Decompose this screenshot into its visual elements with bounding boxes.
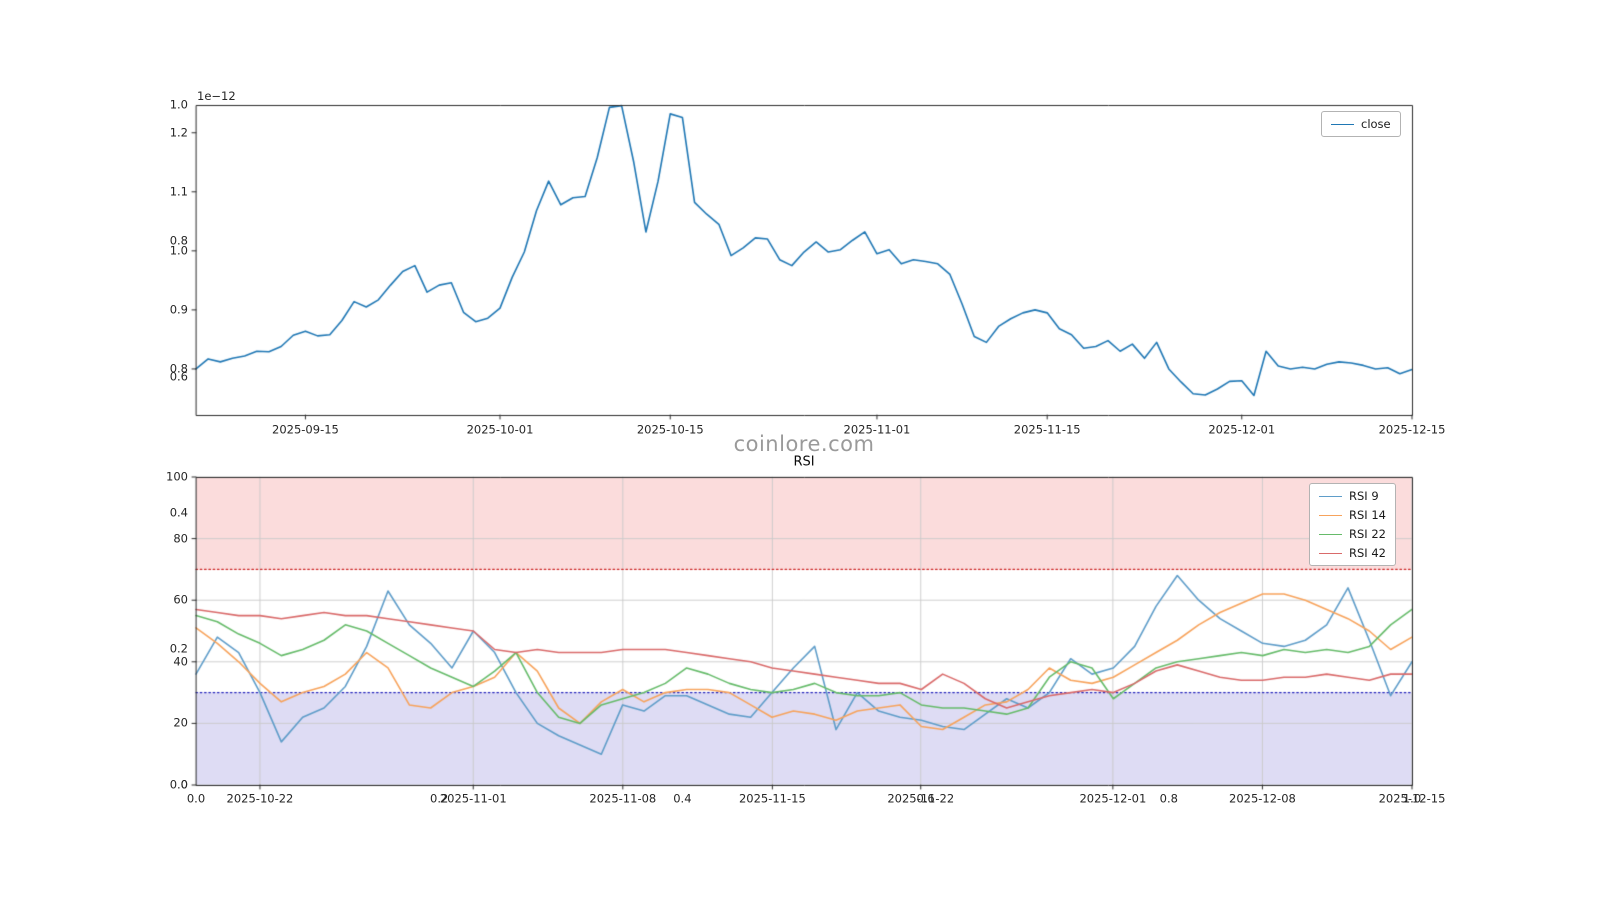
tick-label: 2025-10-15 (636, 422, 704, 437)
rsi14-legend-label: RSI 14 (1349, 508, 1386, 522)
rsi22-legend-label: RSI 22 (1349, 527, 1386, 541)
tick-label: 1.1 (169, 184, 188, 199)
tick-label: 2025-11-22 (887, 791, 955, 806)
tick-label: 2025-11-01 (843, 422, 911, 437)
tick-label: 1.0 (1402, 791, 1422, 806)
tick-label: 0.4 (169, 505, 188, 520)
legend-item-rsi14: RSI 14 (1319, 508, 1386, 522)
tick-label: 2025-11-15 (738, 791, 806, 806)
tick-label: 1.0 (169, 97, 188, 112)
tick-label: 1.0 (169, 243, 188, 258)
tick-label: 0.2 (169, 641, 188, 656)
close-legend-label: close (1361, 117, 1391, 131)
tick-label: 0.2 (430, 791, 449, 806)
tick-label: 100 (166, 469, 188, 484)
tick-label: 0.8 (1159, 791, 1178, 806)
rsi9-line-sample-icon (1319, 495, 1342, 497)
tick-label: 2025-11-15 (1013, 422, 1081, 437)
price-legend: close (1321, 111, 1401, 137)
tick-label: 0.0 (169, 777, 188, 792)
tick-label: 2025-10-22 (226, 791, 294, 806)
tick-label: 2025-12-01 (1208, 422, 1276, 437)
legend-item-rsi42: RSI 42 (1319, 546, 1386, 560)
tick-label: 0.8 (169, 233, 188, 248)
rsi42-legend-label: RSI 42 (1349, 546, 1386, 560)
tick-label: 0 (180, 777, 188, 792)
rsi42-line-sample-icon (1319, 552, 1342, 554)
tick-label: 20 (173, 715, 188, 730)
tick-label: 0.0 (186, 791, 206, 806)
rsi-chart-title: RSI (793, 454, 815, 470)
watermark: coinlore.com (733, 432, 875, 456)
tick-label: 40 (173, 654, 188, 669)
tick-label: 60 (173, 592, 188, 607)
legend-item-rsi9: RSI 9 (1319, 489, 1386, 503)
rsi-legend: RSI 9 RSI 14 RSI 22 RSI 42 (1309, 483, 1396, 566)
rsi9-legend-label: RSI 9 (1349, 489, 1379, 503)
legend-item-rsi22: RSI 22 (1319, 527, 1386, 541)
tick-label: 2025-10-01 (466, 422, 534, 437)
tick-label: 0.8 (169, 361, 188, 376)
tick-label: 2025-12-08 (1229, 791, 1296, 806)
tick-label: 80 (173, 530, 188, 545)
tick-label: 1.2 (169, 125, 188, 139)
tick-label: 2025-11-08 (589, 791, 657, 806)
tick-label: 0.9 (169, 302, 188, 317)
rsi22-line-sample-icon (1319, 533, 1342, 535)
tick-label: 2025-12-15 (1378, 791, 1446, 806)
tick-label: 2025-09-15 (272, 422, 339, 437)
close-line-sample-icon (1331, 123, 1354, 125)
y-axis-offset-text: 1e−12 (197, 89, 236, 103)
tick-label: 0.6 (916, 791, 935, 806)
tick-label: 2025-11-01 (439, 791, 507, 806)
rsi14-line-sample-icon (1319, 514, 1342, 516)
tick-label: 2025-12-15 (1378, 422, 1446, 437)
tick-label: 0.4 (673, 791, 692, 806)
tick-label: 0.6 (169, 369, 188, 384)
legend-item-close: close (1331, 117, 1391, 131)
tick-label: 2025-12-01 (1079, 791, 1147, 806)
